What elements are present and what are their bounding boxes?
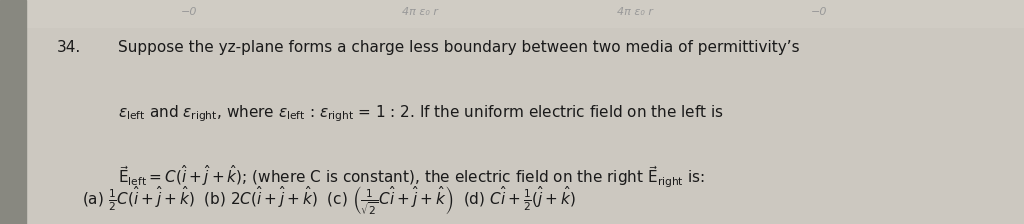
Text: $\varepsilon_{\sf left}$ and $\varepsilon_{\sf right}$, where $\varepsilon_{\sf : $\varepsilon_{\sf left}$ and $\varepsilo…	[118, 103, 724, 124]
Bar	[0, 0, 26, 224]
Text: −0: −0	[181, 7, 198, 17]
Bar	[0, 0, 1024, 27]
Text: (a) $\frac{1}{2}C(\hat{i}+\hat{j}+\hat{k})$  (b) $2C(\hat{i}+\hat{j}+\hat{k})$  : (a) $\frac{1}{2}C(\hat{i}+\hat{j}+\hat{k…	[82, 185, 575, 217]
Text: 34.: 34.	[56, 40, 81, 55]
Text: 4π ε₀ r: 4π ε₀ r	[401, 7, 438, 17]
Text: −0: −0	[811, 7, 827, 17]
Text: $\vec{\mathrm{E}}_{\sf left} = C(\hat{i}+\hat{j}+\hat{k})$; (where C is constant: $\vec{\mathrm{E}}_{\sf left} = C(\hat{i}…	[118, 164, 705, 190]
Text: 4π ε₀ r: 4π ε₀ r	[616, 7, 653, 17]
Text: Suppose the yz-plane forms a charge less boundary between two media of permittiv: Suppose the yz-plane forms a charge less…	[118, 40, 800, 55]
